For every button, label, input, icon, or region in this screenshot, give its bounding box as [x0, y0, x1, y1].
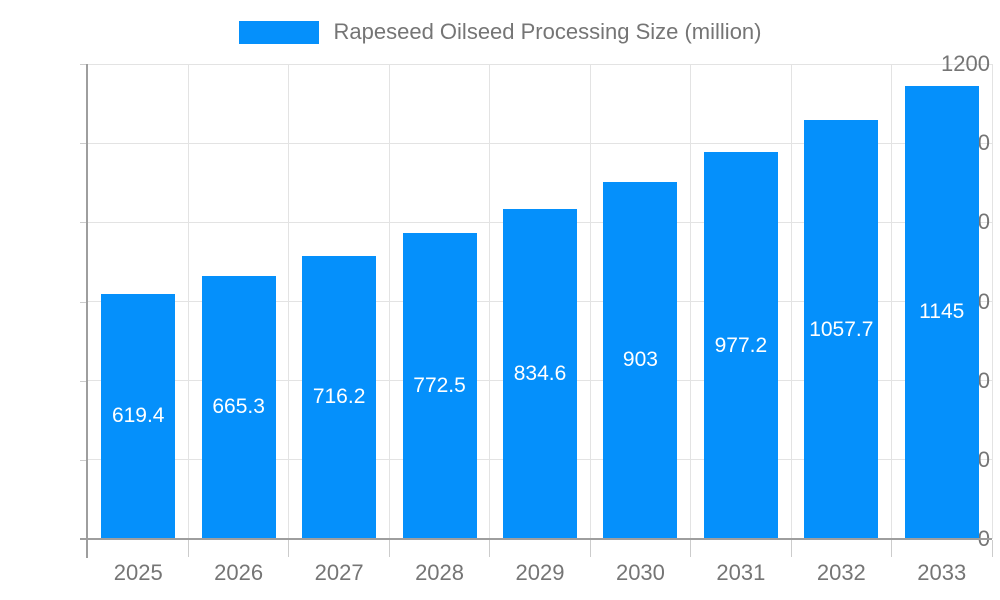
- x-tick-3: [388, 540, 390, 557]
- bar-2029[interactable]: 834.6: [503, 208, 577, 539]
- x-axis-tick-label: 2029: [515, 560, 565, 585]
- y-tick-1000: [80, 143, 88, 145]
- y-tick-600: [80, 301, 88, 303]
- gridline-x-8: [891, 64, 893, 539]
- gridline-y-1200: [88, 63, 992, 65]
- bar-2033[interactable]: 1145: [904, 85, 979, 539]
- bar-2032[interactable]: 1057.7: [804, 120, 879, 539]
- x-tick-5: [589, 540, 591, 557]
- bar-value-label: 665.3: [212, 395, 265, 419]
- bar-value-label: 1057.7: [809, 317, 874, 341]
- x-axis-tick-label: 2032: [816, 560, 866, 585]
- x-tick-9: [991, 540, 993, 557]
- bar-2030[interactable]: 903: [603, 181, 678, 539]
- bar-2028[interactable]: 772.5: [402, 233, 477, 539]
- x-axis-tick-label: 2033: [917, 560, 967, 585]
- gridline-y-1000: [88, 142, 992, 144]
- x-tick-4: [489, 540, 491, 557]
- x-tick-6: [690, 540, 692, 557]
- gridline-x-2: [288, 64, 290, 539]
- x-tick-2: [288, 540, 290, 557]
- y-axis-tick-label: 1200: [941, 50, 990, 76]
- bar-value-label: 977.2: [714, 333, 768, 357]
- x-axis-tick-label: 2027: [314, 560, 364, 585]
- bar-value-label: 1145: [919, 300, 965, 324]
- legend-label: Rapeseed Oilseed Processing Size (millio…: [333, 19, 762, 44]
- gridline-x-6: [690, 64, 692, 539]
- bar-value-label: 903: [622, 348, 658, 372]
- gridline-x-5: [589, 64, 591, 539]
- x-axis-tick-label: 2026: [214, 560, 264, 585]
- bar-2025[interactable]: 619.4: [101, 293, 176, 539]
- gridline-x-7: [790, 64, 792, 539]
- y-tick-400: [80, 380, 88, 382]
- bar-2026[interactable]: 665.3: [201, 275, 276, 539]
- x-tick-7: [790, 540, 792, 557]
- plot-area: 619.4 665.3 716.2 772.5 834.6 903 977.2 1057.7 1…: [88, 63, 993, 539]
- bar-value-label: 772.5: [413, 374, 466, 398]
- gridline-x-4: [489, 64, 491, 539]
- legend-swatch: [238, 20, 319, 44]
- x-axis-tick-label: 2030: [615, 560, 665, 585]
- bar-2031[interactable]: 977.2: [703, 152, 778, 539]
- bar-value-label: 834.6: [513, 361, 567, 385]
- y-tick-1200: [80, 64, 88, 65]
- y-tick-200: [80, 459, 88, 461]
- x-axis-tick-label: 2028: [415, 560, 465, 585]
- x-tick-1: [187, 540, 189, 557]
- gridline-x-1: [187, 64, 189, 539]
- y-tick-800: [80, 222, 88, 224]
- gridline-x-9: [991, 64, 993, 539]
- legend[interactable]: Rapeseed Oilseed Processing Size (millio…: [0, 19, 1000, 45]
- bar-value-label: 716.2: [312, 385, 366, 409]
- bar-2027[interactable]: 716.2: [302, 255, 377, 539]
- y-axis-line: [86, 64, 88, 558]
- x-axis-line: [80, 538, 992, 540]
- x-tick-8: [891, 540, 893, 557]
- x-axis-tick-label: 2025: [113, 560, 163, 585]
- gridline-x-3: [388, 64, 390, 539]
- x-axis-tick-label: 2031: [716, 560, 766, 585]
- bar-value-label: 619.4: [111, 404, 165, 428]
